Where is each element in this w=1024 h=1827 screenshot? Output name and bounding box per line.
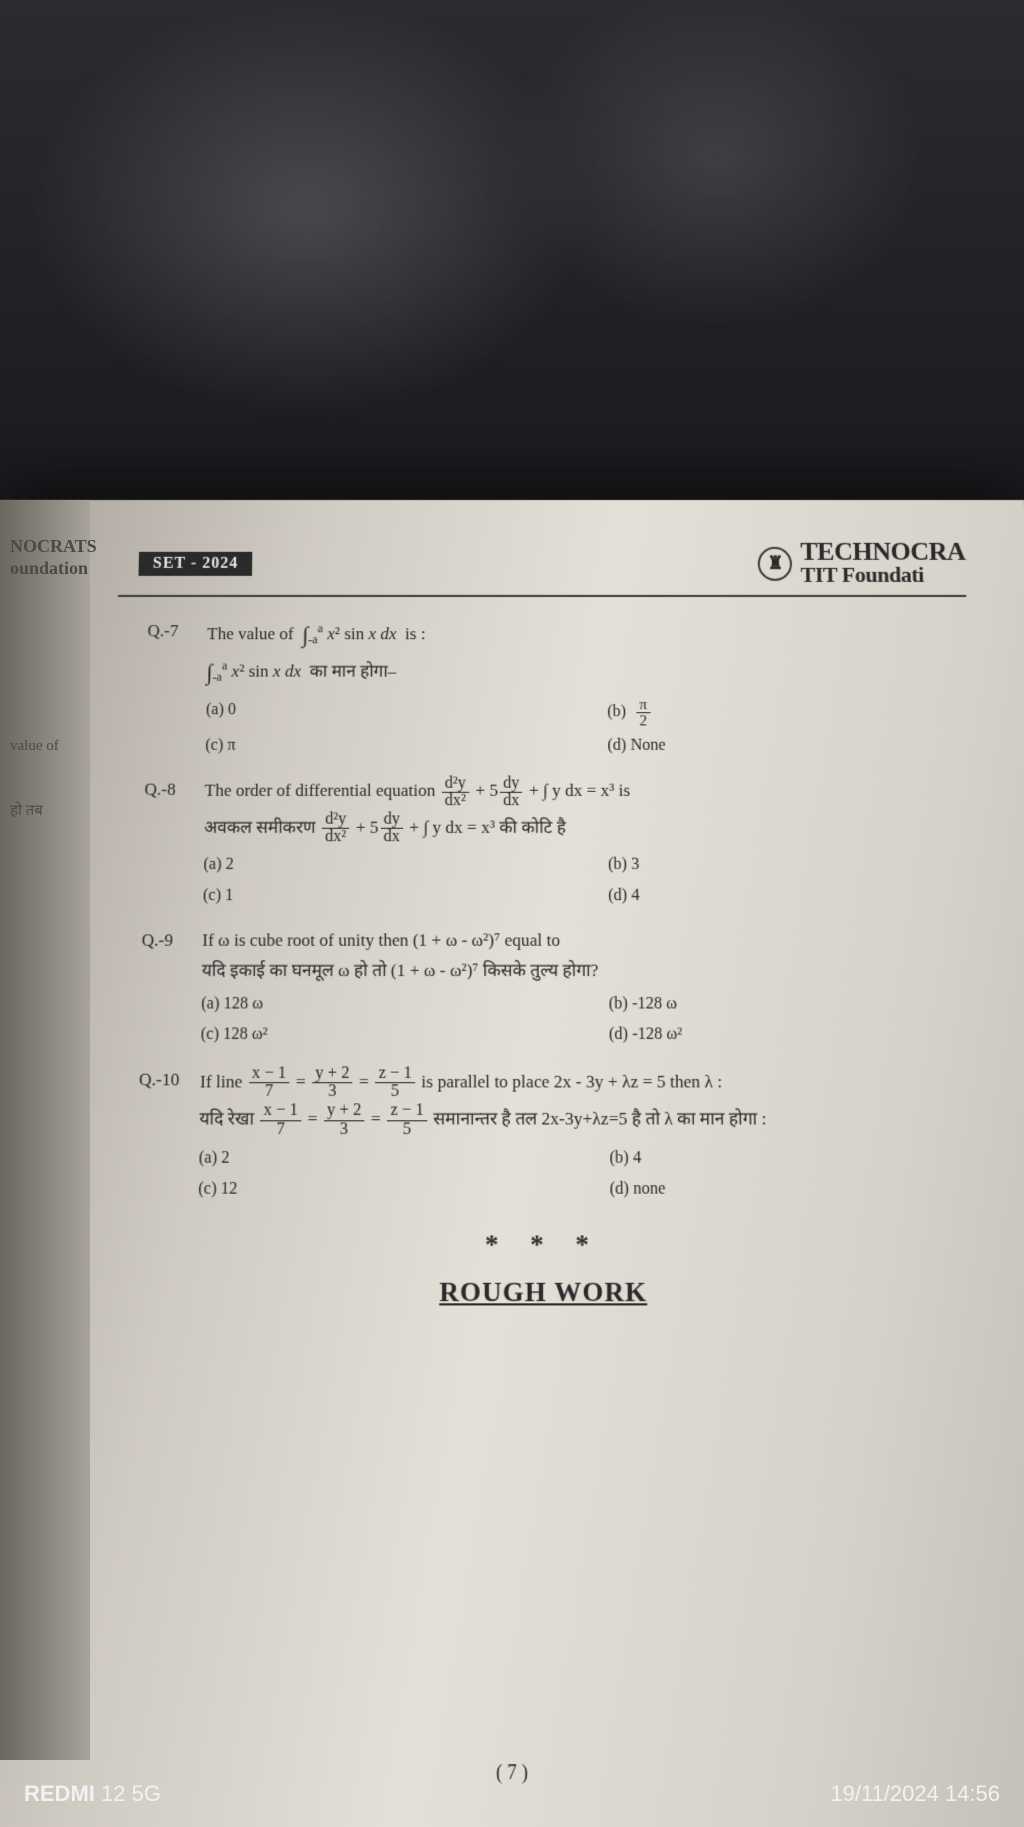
header-rule <box>118 595 966 597</box>
spine-text-1: NOCRATS <box>10 536 97 557</box>
question-8: Q.-8 The order of differential equation … <box>142 775 973 909</box>
timestamp-watermark: 19/11/2024 14:56 <box>830 1781 1000 1807</box>
logo-text-bottom: TIT Foundati <box>800 562 924 587</box>
q10-text-hi: यदि रेखा x − 17 = y + 23 = z − 15 समानान… <box>199 1103 978 1138</box>
q9-opt-a: (a) 128 ω <box>201 991 568 1018</box>
q10-opt-b: (b) 4 <box>609 1144 979 1171</box>
q9-options: (a) 128 ω (b) -128 ω (c) 128 ω² (d) -128… <box>201 991 977 1049</box>
q7-text-hi: ∫-aa x² sin x dx का मान होगा– <box>206 655 968 691</box>
q8-opt-b: (b) 3 <box>608 852 972 878</box>
logo-icon: ♜ <box>758 546 793 580</box>
q8-text-hi: अवकल समीकरण d²ydx² + 5dydx + ∫ y dx = x³… <box>204 811 972 845</box>
q10-opt-c: (c) 12 <box>198 1176 568 1203</box>
q8-number: Q.-8 <box>144 775 200 803</box>
q7-opt-c: (c) π <box>205 733 567 759</box>
exam-paper: SET - 2024 ♜ TECHNOCRA TIT Foundati Q.-7… <box>0 500 1024 1827</box>
spine-text-4: हो तब <box>10 800 43 820</box>
page-header: SET - 2024 ♜ TECHNOCRA TIT Foundati <box>118 540 966 587</box>
q7-opt-b: (b) π2 <box>607 697 968 729</box>
spine-text-3: value of <box>10 738 59 755</box>
q8-text-en: The order of differential equation d²ydx… <box>204 781 630 800</box>
q10-opt-a: (a) 2 <box>199 1144 569 1171</box>
q9-opt-b: (b) -128 ω <box>609 991 976 1018</box>
q9-text-en: If ω is cube root of unity then (1 + ω -… <box>202 930 560 950</box>
question-7: Q.-7 The value of ∫-aa x² sin x dx is : … <box>145 617 970 759</box>
q7-number: Q.-7 <box>147 617 203 644</box>
q7-text-en: The value of ∫-aa x² sin x dx is : <box>207 624 426 643</box>
q9-opt-c: (c) 128 ω² <box>201 1022 568 1049</box>
q8-opt-c: (c) 1 <box>203 882 568 909</box>
device-watermark: REDMI 12 5G <box>24 1781 161 1807</box>
set-badge: SET - 2024 <box>139 551 253 575</box>
rough-work-heading: ROUGH WORK <box>103 1276 983 1308</box>
institute-logo: ♜ TECHNOCRA TIT Foundati <box>758 540 966 587</box>
q9-text-hi: यदि इकाई का घनमूल ω हो तो (1 + ω - ω²)⁷ … <box>202 956 975 984</box>
q8-opt-d: (d) 4 <box>608 882 973 909</box>
separator-stars: * * * <box>104 1229 982 1261</box>
watermark-brand: REDMI <box>24 1781 95 1806</box>
q9-number: Q.-9 <box>141 926 198 954</box>
q9-opt-d: (d) -128 ω² <box>609 1022 976 1049</box>
q7-opt-a: (a) 0 <box>206 697 567 729</box>
q10-number: Q.-10 <box>139 1065 196 1094</box>
q8-options: (a) 2 (b) 3 (c) 1 (d) 4 <box>203 852 973 909</box>
background-blur <box>0 0 1024 520</box>
spine-text-2: oundation <box>10 558 88 579</box>
q7-opt-d: (d) None <box>607 733 969 759</box>
book-spine: NOCRATS oundation value of हो तब <box>0 500 90 1760</box>
watermark-model: 12 5G <box>95 1781 161 1806</box>
q10-opt-d: (d) none <box>610 1176 980 1203</box>
q10-text-en: If line x − 17 = y + 23 = z − 15 is para… <box>200 1071 723 1091</box>
question-10: Q.-10 If line x − 17 = y + 23 = z − 15 i… <box>137 1065 981 1203</box>
q8-opt-a: (a) 2 <box>203 852 567 878</box>
question-9: Q.-9 If ω is cube root of unity then (1 … <box>140 926 977 1049</box>
page-number: ( 7 ) <box>496 1761 528 1785</box>
q10-options: (a) 2 (b) 4 (c) 12 (d) none <box>198 1144 980 1203</box>
q7-options: (a) 0 (b) π2 (c) π (d) None <box>205 697 969 759</box>
